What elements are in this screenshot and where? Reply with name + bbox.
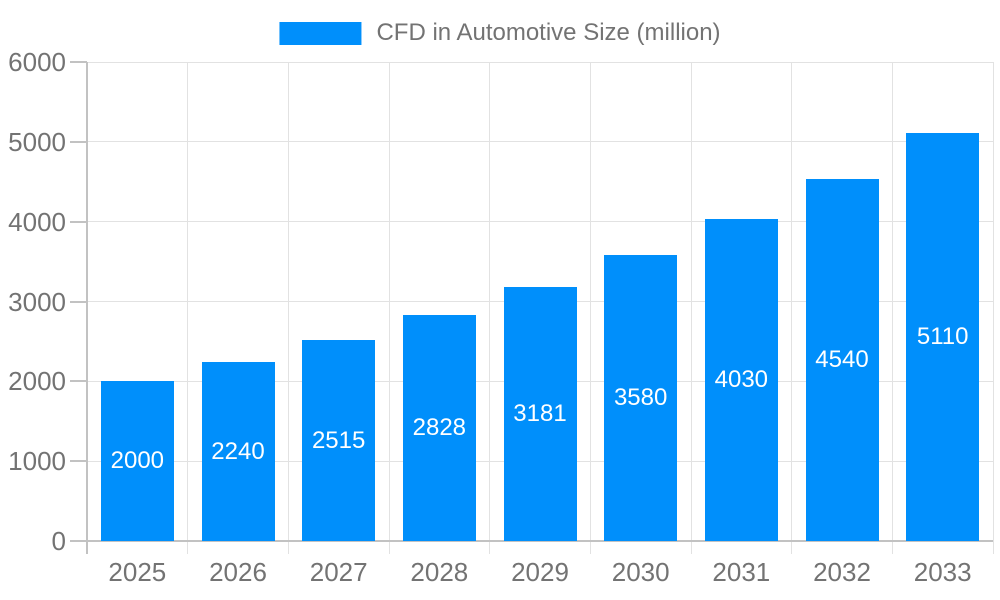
y-axis-tick <box>70 140 87 143</box>
x-gridline <box>388 62 390 554</box>
x-axis-line <box>86 540 993 542</box>
x-tick-label: 2029 <box>511 557 569 587</box>
x-tick-label: 2031 <box>712 557 771 587</box>
bar[interactable]: 2000 <box>100 381 174 541</box>
y-gridline <box>87 221 993 223</box>
y-axis-tick <box>70 460 87 463</box>
bar[interactable]: 3181 <box>503 287 577 541</box>
x-gridline <box>489 62 491 554</box>
x-tick-label: 2030 <box>611 557 670 587</box>
bar-value-label: 2828 <box>412 414 467 442</box>
bar[interactable]: 3580 <box>604 255 678 541</box>
legend-swatch <box>279 21 362 45</box>
y-tick-label: 1000 <box>8 446 66 477</box>
y-gridline <box>87 141 993 143</box>
y-axis-tick <box>70 300 87 303</box>
y-axis-tick <box>70 380 87 383</box>
bar-value-label: 5110 <box>916 323 969 351</box>
x-tick-label: 2028 <box>410 557 469 587</box>
y-axis-line <box>86 62 88 554</box>
bar-value-label: 4030 <box>714 366 769 394</box>
x-gridline <box>992 62 994 554</box>
bar-value-label: 4540 <box>815 345 869 373</box>
x-gridline <box>891 62 893 554</box>
legend-label: CFD in Automotive Size (million) <box>376 19 721 46</box>
bar-value-label: 3580 <box>613 384 668 412</box>
x-tick-label: 2026 <box>209 557 267 587</box>
y-tick-label: 0 <box>51 526 66 556</box>
y-tick-label: 6000 <box>8 47 66 77</box>
x-tick-label: 2027 <box>309 557 368 587</box>
x-tick-label: 2032 <box>813 557 871 587</box>
bar[interactable]: 4030 <box>704 219 778 541</box>
bar[interactable]: 2828 <box>402 315 476 541</box>
y-gridline <box>87 61 993 63</box>
x-tick-label: 2025 <box>108 557 167 587</box>
y-tick-label: 4000 <box>8 206 66 237</box>
bar-value-label: 2240 <box>211 437 265 465</box>
y-tick-label: 3000 <box>8 286 66 317</box>
x-gridline <box>187 62 189 554</box>
y-tick-label: 2000 <box>8 366 66 397</box>
bar-value-label: 2000 <box>110 447 165 475</box>
x-gridline <box>287 62 289 554</box>
x-gridline <box>690 62 692 554</box>
y-axis-tick <box>70 220 87 223</box>
bar[interactable]: 4540 <box>805 178 879 541</box>
x-gridline <box>791 62 793 554</box>
y-tick-label: 5000 <box>8 126 66 157</box>
bar-value-label: 3181 <box>513 400 567 428</box>
y-axis-tick <box>70 61 87 63</box>
bar[interactable]: 2515 <box>302 340 376 541</box>
x-tick-label: 2033 <box>913 557 972 587</box>
x-gridline <box>589 62 591 554</box>
legend-item[interactable]: CFD in Automotive Size (million) <box>279 19 721 47</box>
bar[interactable]: 5110 <box>906 133 980 541</box>
bar-value-label: 2515 <box>311 426 366 454</box>
y-axis-tick <box>70 540 87 542</box>
bar[interactable]: 2240 <box>201 362 275 541</box>
